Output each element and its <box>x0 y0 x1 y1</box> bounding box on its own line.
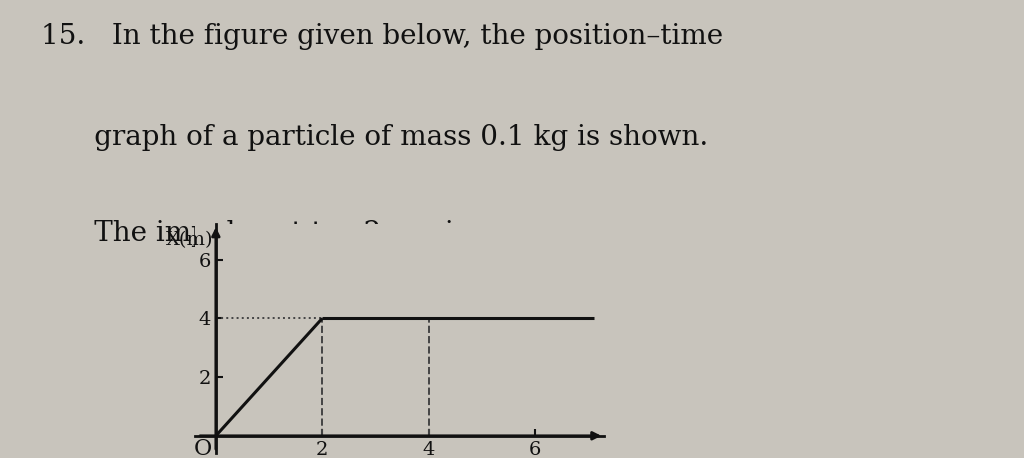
Text: X(m): X(m) <box>166 231 213 249</box>
Text: graph of a particle of mass 0.1 kg is shown.: graph of a particle of mass 0.1 kg is sh… <box>41 124 709 151</box>
Text: 15.   In the figure given below, the position–time: 15. In the figure given below, the posit… <box>41 23 723 50</box>
Text: The impulse at t = 2 sec is –: The impulse at t = 2 sec is – <box>41 220 490 247</box>
Text: O: O <box>194 438 212 458</box>
